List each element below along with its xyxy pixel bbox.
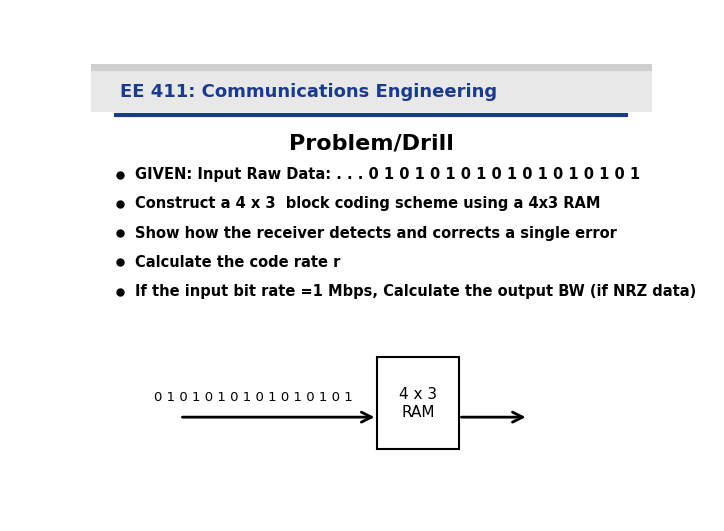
Bar [90,72,652,112]
Text: 4 x 3: 4 x 3 [399,387,437,401]
Text: GIVEN: Input Raw Data: . . . 0 1 0 1 0 1 0 1 0 1 0 1 0 1 0 1 0 1: GIVEN: Input Raw Data: . . . 0 1 0 1 0 1… [135,167,641,182]
Text: EE 411: Communications Engineering: EE 411: Communications Engineering [120,83,497,101]
Text: Construct a 4 x 3  block coding scheme using a 4x3 RAM: Construct a 4 x 3 block coding scheme us… [135,196,601,211]
Text: Calculate the code rate r: Calculate the code rate r [135,255,341,270]
Text: If the input bit rate =1 Mbps, Calculate the output BW (if NRZ data): If the input bit rate =1 Mbps, Calculate… [135,284,696,299]
Text: Problem/Drill: Problem/Drill [289,133,453,153]
Text: Show how the receiver detects and corrects a single error: Show how the receiver detects and correc… [135,226,618,241]
Bar [90,64,652,72]
Bar [377,357,458,449]
Text: 0 1 0 1 0 1 0 1 0 1 0 1 0 1 0 1: 0 1 0 1 0 1 0 1 0 1 0 1 0 1 0 1 [154,391,353,405]
Text: RAM: RAM [401,405,434,420]
